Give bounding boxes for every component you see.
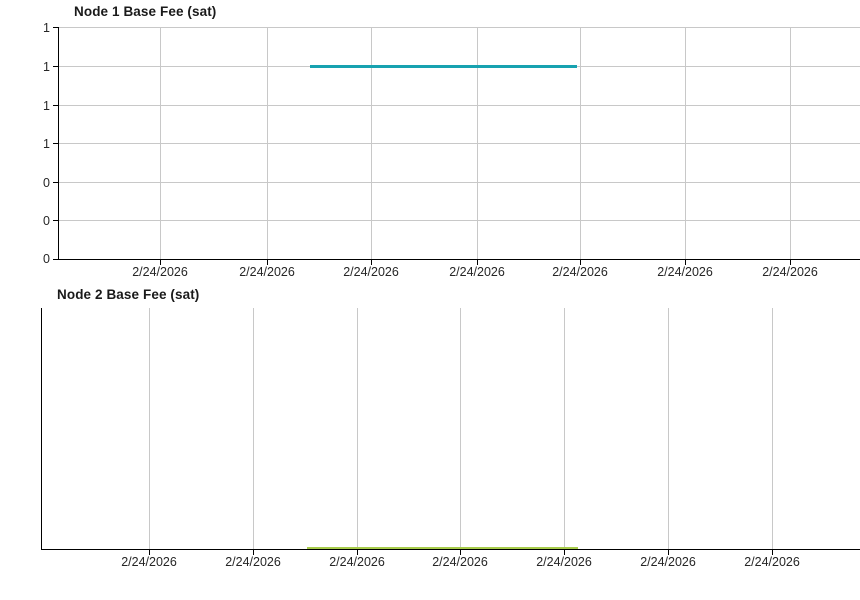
x-tick-label: 2/24/2026 xyxy=(121,555,177,569)
x-tick-mark xyxy=(160,260,161,265)
x-tick-mark xyxy=(772,550,773,555)
y-tick-mark xyxy=(53,259,58,260)
x-tick-label: 2/24/2026 xyxy=(225,555,281,569)
x-tick-mark xyxy=(460,550,461,555)
x-tick-mark xyxy=(267,260,268,265)
x-tick-label: 2/24/2026 xyxy=(343,265,399,279)
x-tick-mark xyxy=(580,260,581,265)
x-tick-label: 2/24/2026 xyxy=(432,555,488,569)
y-tick-mark xyxy=(53,27,58,28)
chart-title-node-2: Node 2 Base Fee (sat) xyxy=(57,287,200,302)
gridline-horizontal xyxy=(58,220,860,221)
x-tick-mark xyxy=(371,260,372,265)
x-tick-label: 2/24/2026 xyxy=(536,555,592,569)
y-tick-label: 1 xyxy=(43,137,50,151)
plot-area-node-2 xyxy=(41,308,860,550)
x-tick-mark xyxy=(253,550,254,555)
y-tick-label: 1 xyxy=(43,21,50,35)
gridline-vertical xyxy=(564,308,565,550)
y-tick-mark xyxy=(53,143,58,144)
y-tick-mark xyxy=(53,220,58,221)
y-tick-label: 1 xyxy=(43,99,50,113)
x-tick-mark xyxy=(564,550,565,555)
plot-area-node-1 xyxy=(58,27,860,260)
gridline-vertical xyxy=(253,308,254,550)
x-tick-mark xyxy=(790,260,791,265)
y-tick-mark xyxy=(53,66,58,67)
x-axis-node-2 xyxy=(41,549,860,550)
gridline-vertical xyxy=(477,27,478,260)
x-tick-label: 2/24/2026 xyxy=(132,265,188,279)
x-axis-node-1 xyxy=(58,259,860,260)
x-tick-mark xyxy=(668,550,669,555)
gridline-vertical xyxy=(267,27,268,260)
gridline-horizontal xyxy=(58,105,860,106)
y-tick-label: 1 xyxy=(43,60,50,74)
x-tick-mark xyxy=(149,550,150,555)
x-tick-label: 2/24/2026 xyxy=(449,265,505,279)
gridline-vertical xyxy=(160,27,161,260)
x-tick-label: 2/24/2026 xyxy=(744,555,800,569)
chart-panel-node-1: Node 1 Base Fee (sat) xyxy=(0,0,860,283)
y-tick-mark xyxy=(53,105,58,106)
x-tick-label: 2/24/2026 xyxy=(762,265,818,279)
gridline-vertical xyxy=(790,27,791,260)
gridline-vertical xyxy=(149,308,150,550)
y-tick-label: 0 xyxy=(43,214,50,228)
gridline-vertical xyxy=(685,27,686,260)
gridline-horizontal xyxy=(58,143,860,144)
y-axis-node-2 xyxy=(41,308,42,550)
gridline-vertical xyxy=(371,27,372,260)
x-tick-label: 2/24/2026 xyxy=(239,265,295,279)
y-axis-node-1 xyxy=(58,27,59,260)
x-tick-label: 2/24/2026 xyxy=(329,555,385,569)
chart-title-node-1: Node 1 Base Fee (sat) xyxy=(74,4,217,19)
gridline-vertical xyxy=(580,27,581,260)
series-line-node-1 xyxy=(310,65,577,68)
gridline-vertical xyxy=(772,308,773,550)
chart-panel-node-2: Node 2 Base Fee (sat) 2/24/2026 2/24 xyxy=(0,283,860,600)
y-tick-label: 0 xyxy=(43,252,50,266)
gridline-horizontal xyxy=(58,27,860,28)
x-tick-mark xyxy=(477,260,478,265)
x-tick-label: 2/24/2026 xyxy=(640,555,696,569)
gridline-vertical xyxy=(460,308,461,550)
x-tick-mark xyxy=(685,260,686,265)
series-line-node-2 xyxy=(307,547,578,549)
x-tick-mark xyxy=(357,550,358,555)
gridline-horizontal xyxy=(58,182,860,183)
x-tick-label: 2/24/2026 xyxy=(552,265,608,279)
y-tick-mark xyxy=(53,182,58,183)
x-tick-label: 2/24/2026 xyxy=(657,265,713,279)
gridline-vertical xyxy=(668,308,669,550)
gridline-vertical xyxy=(357,308,358,550)
y-tick-label: 0 xyxy=(43,176,50,190)
